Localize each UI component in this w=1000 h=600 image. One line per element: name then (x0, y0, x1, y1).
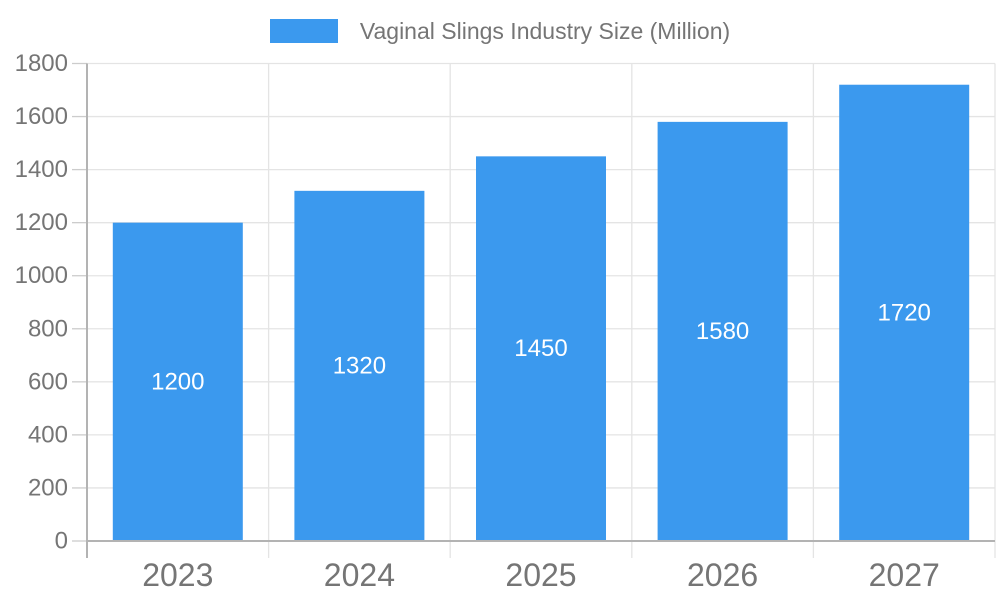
bar (657, 121, 788, 541)
legend-swatch (269, 19, 338, 43)
x-tick-label: 2023 (142, 557, 213, 593)
x-tick-label: 2027 (869, 557, 940, 593)
y-tick-label: 1200 (15, 209, 68, 236)
y-tick-label: 1600 (15, 103, 68, 130)
y-tick-label: 1000 (15, 262, 68, 289)
x-tick-label: 2024 (324, 557, 395, 593)
y-tick-label: 600 (28, 368, 68, 395)
y-tick-label: 1400 (15, 156, 68, 183)
bar-value-label: 1580 (696, 318, 749, 345)
bar (476, 156, 606, 541)
y-tick-label: 400 (28, 421, 68, 448)
bar-value-label: 1450 (514, 335, 567, 362)
bar (839, 84, 970, 541)
legend: Vaginal Slings Industry Size (Million) (0, 19, 1000, 43)
x-tick-label: 2026 (687, 557, 758, 593)
bar (294, 190, 425, 542)
bar-value-label: 1720 (878, 299, 931, 326)
legend-label: Vaginal Slings Industry Size (Million) (359, 17, 731, 44)
bar-value-label: 1200 (151, 368, 204, 395)
bar-value-label: 1320 (333, 352, 386, 379)
y-tick-label: 200 (28, 474, 68, 501)
bar (112, 222, 243, 541)
y-tick-label: 800 (28, 315, 68, 342)
x-tick-label: 2025 (505, 557, 576, 593)
y-tick-label: 1800 (15, 50, 68, 77)
y-tick-label: 0 (55, 528, 68, 555)
